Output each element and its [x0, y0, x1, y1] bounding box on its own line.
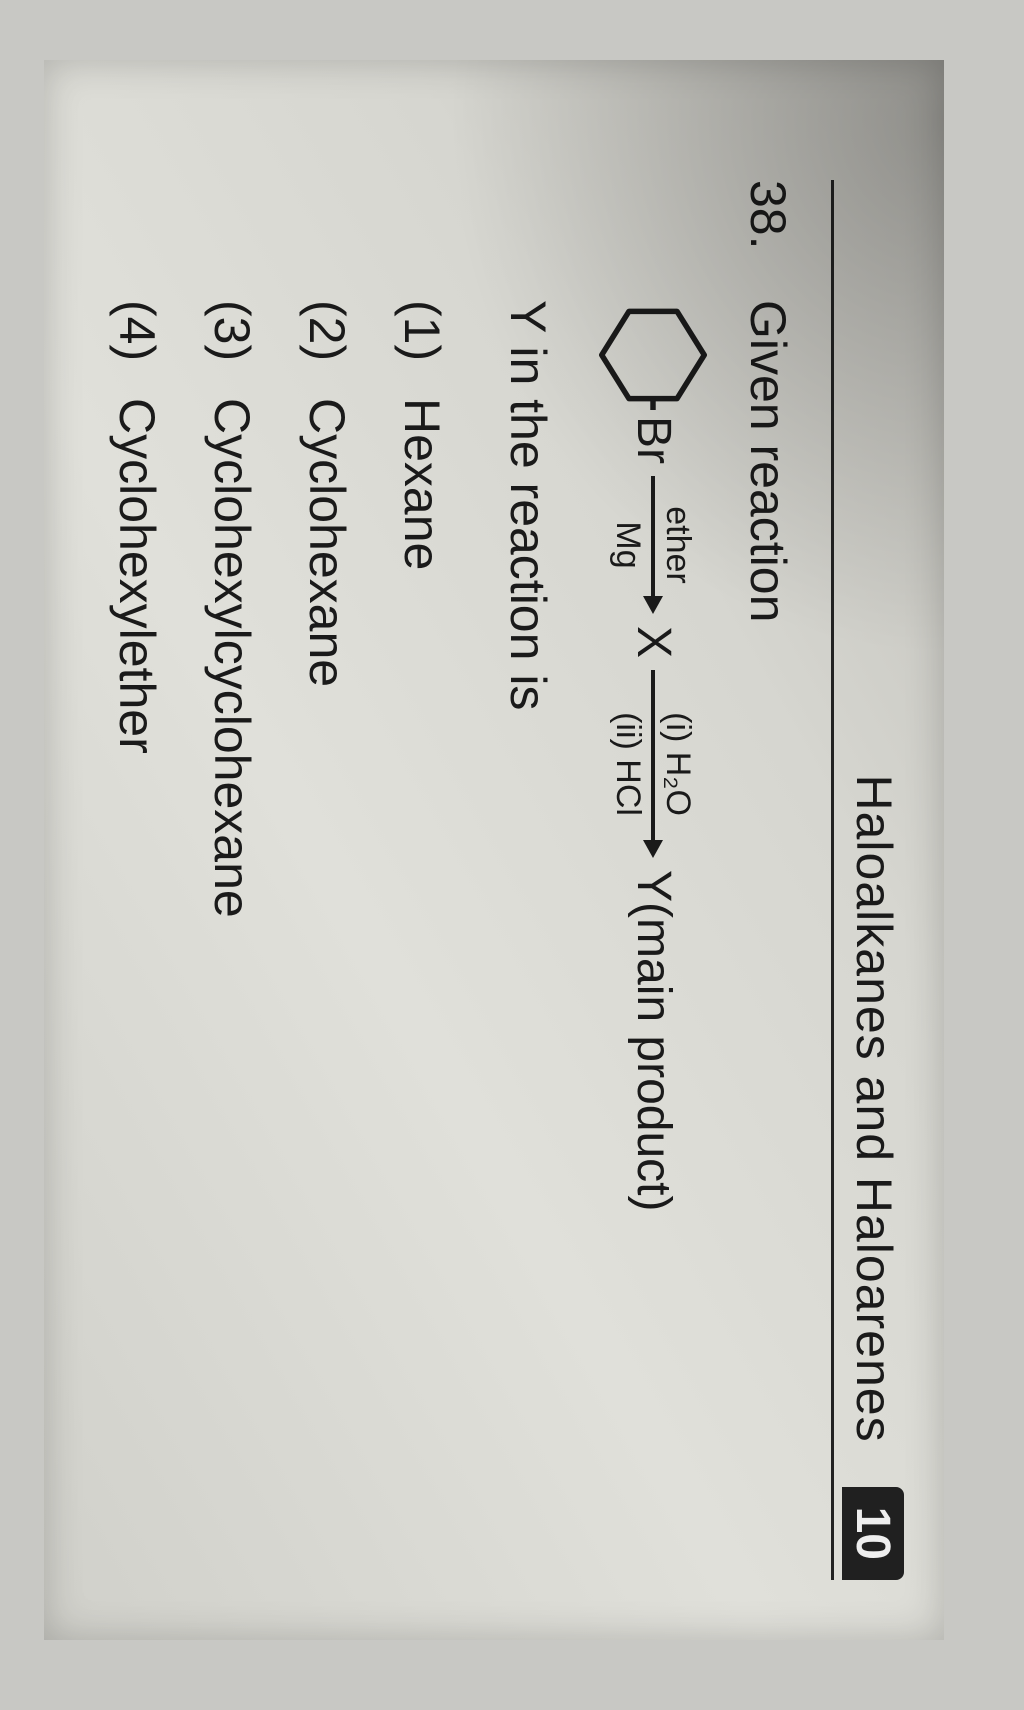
arrow1-head-icon	[643, 596, 663, 614]
question-stem: Given reaction	[733, 300, 803, 1580]
option-row: (1) Hexane	[374, 300, 469, 1580]
intermediate-label: X	[619, 626, 686, 658]
cyclohexane-ring-icon	[593, 300, 713, 410]
reaction-arrow-2: (i) H₂O (ii) HCl	[611, 670, 695, 858]
option-number: (1)	[374, 300, 469, 380]
reaction-arrow-1: ether Mg	[611, 476, 695, 614]
arrow1-bottom-label: Mg	[611, 521, 645, 568]
option-row: (3) Cyclohexylcyclohexane	[184, 300, 279, 1580]
option-row: (4) Cyclohexylether	[89, 300, 184, 1580]
arrow2-shaft	[651, 670, 655, 840]
question-sub-stem: Y in the reaction is	[493, 300, 563, 1580]
option-number: (4)	[89, 300, 184, 380]
substituent-label: Br	[619, 416, 686, 464]
arrow1-shaft	[651, 476, 655, 596]
option-text: Cyclohexylether	[89, 398, 184, 754]
question-number: 38.	[89, 180, 803, 270]
question-block: 38. Given reaction Br ether	[89, 180, 803, 1580]
option-number: (2)	[279, 300, 374, 380]
options-list: (1) Hexane (2) Cyclohexane (3) Cyclohexy…	[89, 300, 469, 1580]
arrow2-bottom-label: (ii) HCl	[611, 712, 645, 816]
arrow1-top-label: ether	[661, 506, 695, 584]
product-label: Y(main product)	[619, 870, 686, 1211]
option-text: Hexane	[374, 398, 469, 570]
arrow2-top-label: (i) H₂O	[661, 712, 695, 816]
option-text: Cyclohexane	[279, 398, 374, 687]
reactant: Br	[593, 300, 713, 464]
page-number-badge: 10	[842, 1487, 904, 1580]
option-number: (3)	[184, 300, 279, 380]
reaction-scheme: Br ether Mg X (i) H₂O	[593, 300, 713, 1580]
question-body: Given reaction Br ether Mg	[89, 300, 803, 1580]
option-text: Cyclohexylcyclohexane	[184, 398, 279, 918]
option-row: (2) Cyclohexane	[279, 300, 374, 1580]
arrow2-head-icon	[643, 840, 663, 858]
chapter-title: Haloalkanes and Haloarenes	[845, 180, 903, 1463]
page-surface: Haloalkanes and Haloarenes 10 38. Given …	[44, 60, 944, 1640]
chapter-header: Haloalkanes and Haloarenes 10	[831, 180, 904, 1580]
